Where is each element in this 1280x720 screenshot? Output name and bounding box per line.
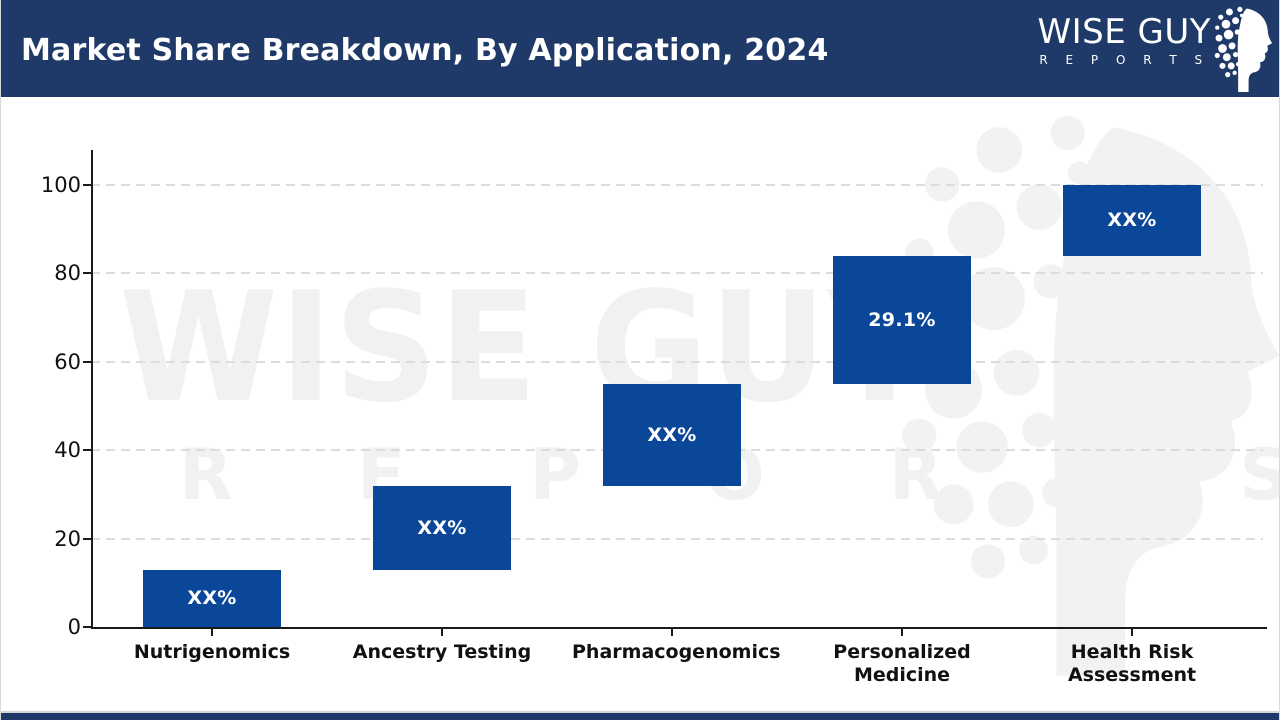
x-tick-4 (1131, 629, 1133, 636)
y-tick-label-0: 0 (67, 615, 81, 639)
gridline-60 (91, 360, 1263, 363)
y-tick-0 (83, 626, 91, 628)
category-label-0: Nutrigenomics (133, 641, 291, 663)
gridline-20 (91, 537, 1263, 540)
y-tick-100 (83, 184, 91, 186)
y-axis-line (91, 150, 93, 629)
bottom-divider (1, 711, 1279, 713)
brand-logo: WISE GUY R E P O R T S (1037, 12, 1211, 68)
bar-value-label-0: XX% (187, 587, 237, 610)
y-tick-40 (83, 449, 91, 452)
bar-value-label-4: XX% (1107, 209, 1157, 232)
x-tick-1 (441, 629, 443, 636)
header-bar: Market Share Breakdown, By Application, … (1, 0, 1279, 97)
x-tick-3 (901, 629, 903, 636)
bar-1: XX% (373, 485, 511, 570)
bar-0: XX% (143, 569, 281, 627)
bar-3: 29.1% (833, 255, 971, 384)
category-label-4: Health Risk Assessment (1067, 641, 1197, 686)
y-tick-label-40: 40 (54, 438, 81, 463)
bar-value-label-1: XX% (417, 516, 467, 539)
x-tick-2 (671, 629, 673, 636)
footer-bar (1, 713, 1279, 720)
y-tick-label-20: 20 (54, 526, 81, 551)
brand-logo-name: WISE GUY (1037, 12, 1211, 52)
page-title: Market Share Breakdown, By Application, … (21, 33, 829, 68)
category-label-2: Pharmacogenomics (572, 641, 781, 663)
y-tick-60 (83, 360, 91, 363)
gridline-100 (91, 184, 1263, 186)
y-tick-label-80: 80 (54, 261, 81, 286)
y-tick-80 (83, 272, 91, 275)
category-label-3: Personalized Medicine (833, 641, 971, 686)
y-tick-label-100: 100 (40, 173, 81, 197)
gridline-80 (91, 272, 1263, 275)
bar-value-label-3: 29.1% (868, 308, 936, 331)
bar-4: XX% (1063, 185, 1201, 256)
y-tick-label-60: 60 (54, 349, 81, 374)
y-tick-20 (83, 537, 91, 540)
brand-head-icon (1214, 6, 1273, 92)
category-label-1: Ancestry Testing (352, 641, 532, 663)
watermark-text-line1: WISE GUY (119, 259, 933, 436)
bar-value-label-2: XX% (647, 423, 697, 446)
x-axis-line (91, 627, 1267, 629)
x-tick-0 (211, 629, 213, 636)
bar-2: XX% (603, 383, 741, 486)
brand-logo-subname: R E P O R T S (1039, 53, 1210, 68)
